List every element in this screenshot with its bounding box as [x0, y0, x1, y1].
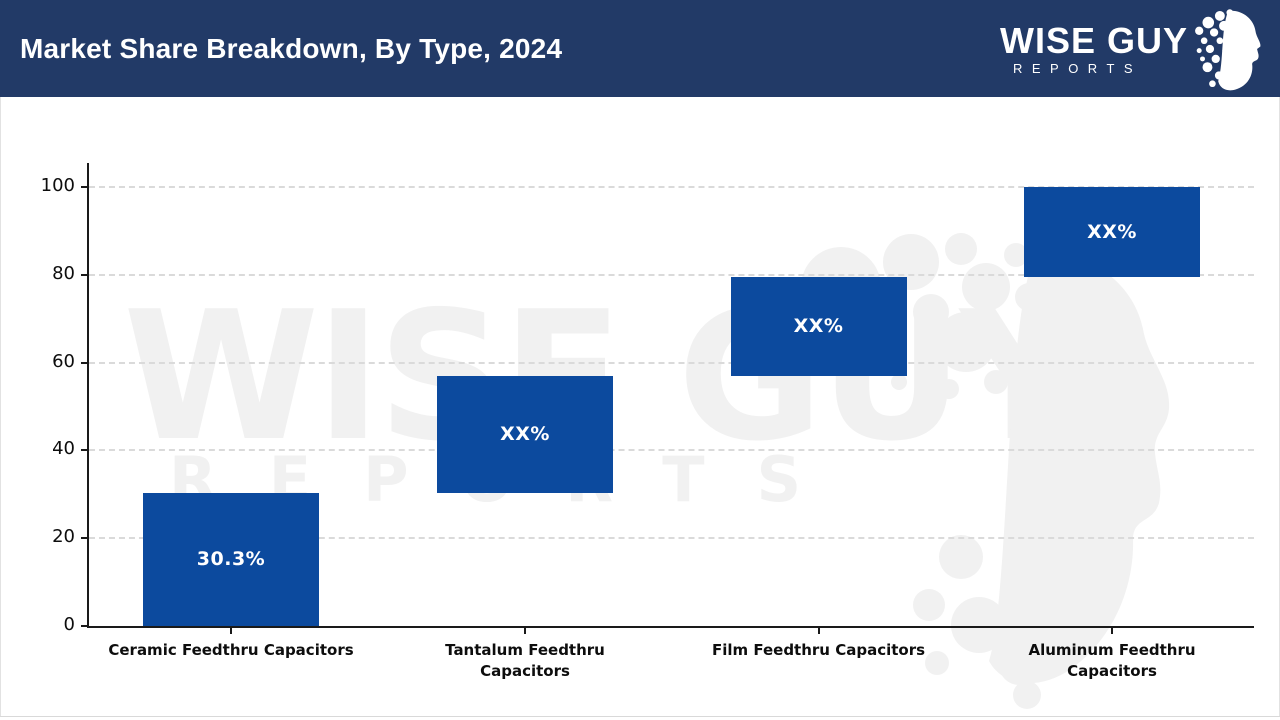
bar-value-label: 30.3% [196, 548, 266, 571]
chart-region: WISE GUY REPORTS 02040608010030.3%Cerami… [0, 97, 1280, 717]
y-axis-tick-mark [81, 186, 88, 188]
chart-title: Market Share Breakdown, By Type, 2024 [20, 32, 563, 64]
wise-guy-logo: WISE GUY REPORTS [1000, 6, 1280, 92]
y-axis-tick-mark [81, 449, 88, 452]
y-axis-tick-label: 40 [52, 438, 75, 460]
y-axis-tick-label: 20 [52, 526, 75, 548]
y-axis-tick-label: 80 [52, 262, 75, 284]
gridline-60 [89, 361, 1254, 364]
x-axis-tick-mark [817, 628, 820, 634]
y-axis-line [87, 163, 89, 628]
x-axis-line [87, 626, 1254, 628]
bar-value-label: XX% [793, 315, 844, 338]
bar-value-label: XX% [500, 423, 550, 446]
y-axis-tick-mark [81, 361, 88, 364]
waterfall-bar: XX% [437, 375, 613, 493]
waterfall-bar: XX% [730, 276, 907, 376]
bar-value-label: XX% [1087, 220, 1137, 243]
waterfall-bar: 30.3% [143, 492, 319, 626]
gridline-40 [89, 449, 1254, 452]
waterfall-bar: XX% [1024, 187, 1200, 277]
plot-area: 0 20 40 60 80 100 30.3% Ceramic Feedthru Capaci… [1, 97, 1280, 717]
x-axis-tick-mark [230, 628, 232, 634]
x-axis-category-label: Ceramic Feedthru Capacitors [108, 641, 354, 659]
y-axis-tick-mark [81, 625, 88, 627]
logo-text: WISE GUY REPORTS [999, 19, 1188, 76]
x-axis-tick-mark [524, 628, 526, 634]
bottom-divider [0, 716, 1280, 717]
gridline-100 [89, 186, 1254, 188]
x-axis-category-label: Tantalum Feedthru Capacitors [445, 641, 605, 680]
y-axis-tick-mark [81, 273, 88, 276]
x-axis-tick-mark [1111, 628, 1113, 634]
logo-wordmark: WISE GUY [999, 19, 1188, 61]
y-axis-tick-label: 0 [63, 614, 75, 635]
gridline-20 [89, 537, 1254, 540]
logo-face-icon [1195, 8, 1261, 90]
y-axis-tick-mark [81, 537, 88, 540]
x-axis-category-label: Aluminum Feedthru Capacitors [1028, 641, 1196, 680]
y-axis-tick-label: 60 [52, 350, 75, 372]
header: Market Share Breakdown, By Type, 2024 WI… [0, 0, 1280, 97]
logo-subtext: REPORTS [1012, 60, 1143, 76]
gridline-80 [89, 273, 1254, 276]
y-axis-tick-label: 100 [40, 175, 75, 196]
x-axis-category-label: Film Feedthru Capacitors [711, 641, 926, 659]
